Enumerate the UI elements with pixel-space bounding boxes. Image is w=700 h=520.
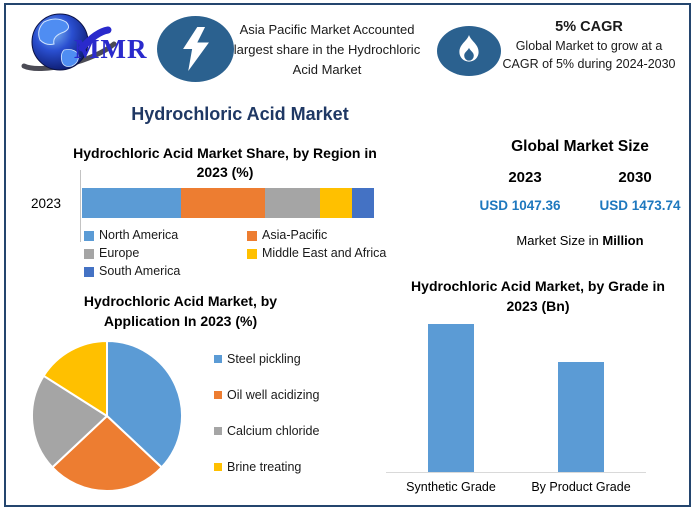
legend-item-oil-well-acidizing: Oil well acidizing: [214, 388, 319, 402]
grade-bar-chart: [386, 320, 646, 473]
legend-swatch-oil-well-acidizing: [214, 391, 222, 399]
highlight1-line1: Asia Pacific Market Accounted: [239, 22, 415, 37]
grade-label-synthetic: Synthetic Grade: [406, 480, 496, 494]
market-size-caption: Market Size in Million: [470, 233, 690, 248]
application-chart-title: Hydrochloric Acid Market, by Application…: [28, 291, 333, 331]
region-stacked-bar: [82, 188, 374, 218]
cagr-value: 5% CAGR: [555, 19, 623, 35]
pie-slice-1: [51, 415, 163, 492]
legend-label-middle-east-africa: Middle East and Africa: [262, 246, 387, 260]
legend-label-south-america: South America: [99, 264, 181, 278]
legend-item-europe: Europe: [84, 245, 247, 262]
region-y-axis-line: [80, 170, 81, 242]
market-size-value-2023: USD 1047.36: [479, 198, 561, 213]
legend-item-middle-east-africa: Middle East and Africa: [247, 245, 390, 262]
region-bar-segment-4: [351, 188, 374, 218]
mmr-logo: MMR: [16, 8, 156, 78]
legend-swatch-asia-pacific: [247, 230, 257, 241]
legend-label-steel-pickling: Steel pickling: [227, 352, 301, 366]
market-size-years: 2023 2030: [470, 169, 690, 186]
legend-item-north-america: North America: [84, 227, 247, 244]
highlight1-line3: Acid Market: [292, 62, 362, 77]
market-size-values: USD 1047.36 USD 1473.74: [460, 198, 700, 213]
legend-item-calcium-chloride: Calcium chloride: [214, 424, 319, 438]
region-axis-label-2023: 2023: [31, 196, 62, 211]
region-title-line2: 2023 (%): [196, 164, 254, 180]
legend-swatch-steel-pickling: [214, 355, 222, 363]
market-size-value-2030: USD 1473.74: [599, 198, 681, 213]
cagr-line2: CAGR of 5% during 2024-2030: [502, 57, 676, 71]
legend-swatch-middle-east-africa: [247, 248, 257, 259]
highlight1-line2: largest share in the Hydrochloric: [233, 42, 421, 57]
flame-icon: [459, 35, 479, 62]
mmr-logo-text: MMR: [74, 34, 148, 64]
grade-chart-title: Hydrochloric Acid Market, by Grade in 20…: [388, 276, 688, 316]
pie-slice-2: [31, 374, 108, 469]
cagr-highlight-text: 5% CAGR Global Market to grow at a CAGR …: [490, 17, 688, 73]
legend-label-europe: Europe: [99, 246, 140, 260]
legend-swatch-brine-treating: [214, 463, 222, 471]
pie-slice-0: [106, 340, 183, 469]
page-title: Hydrochloric Acid Market: [131, 104, 349, 124]
legend-swatch-calcium-chloride: [214, 427, 222, 435]
legend-item-brine-treating: Brine treating: [214, 460, 319, 474]
legend-label-asia-pacific: Asia-Pacific: [262, 228, 328, 242]
pie-slice-3: [42, 340, 108, 417]
grade-label-byproduct: By Product Grade: [531, 480, 631, 494]
cagr-line1: Global Market to grow at a: [515, 39, 663, 53]
legend-label-north-america: North America: [99, 228, 179, 242]
legend-swatch-europe: [84, 248, 94, 259]
region-bar-segment-1: [180, 188, 266, 218]
market-size-caption-bold: Million: [602, 233, 644, 248]
legend-item-steel-pickling: Steel pickling: [214, 352, 319, 366]
grade-title-line1: Hydrochloric Acid Market, by Grade in: [411, 278, 665, 294]
region-legend: North America Asia-Pacific Europe Middle…: [84, 227, 390, 280]
market-size-caption-regular: Market Size in: [516, 233, 603, 248]
legend-item-south-america: South America: [84, 263, 247, 280]
legend-label-brine-treating: Brine treating: [227, 460, 302, 474]
legend-item-asia-pacific: Asia-Pacific: [247, 227, 390, 244]
region-title-line1: Hydrochloric Acid Market Share, by Regio…: [73, 145, 377, 161]
region-chart-title: Hydrochloric Acid Market Share, by Regio…: [55, 144, 395, 182]
application-title-line1: Hydrochloric Acid Market, by: [83, 293, 278, 309]
application-legend: Steel pickling Oil well acidizing Calciu…: [214, 352, 319, 496]
legend-label-oil-well-acidizing: Oil well acidizing: [227, 388, 320, 402]
grade-title-line2: 2023 (Bn): [506, 298, 570, 314]
application-pie-chart: [31, 340, 183, 492]
application-title-line2: Application In 2023 (%): [103, 313, 258, 329]
asia-pacific-highlight-text: Asia Pacific Market Accounted largest sh…: [233, 20, 421, 80]
region-bar-segment-0: [82, 188, 181, 218]
highlight-icon-badge: [157, 16, 234, 82]
legend-swatch-south-america: [84, 266, 94, 277]
cagr-icon-badge: [437, 26, 501, 76]
lightning-icon: [182, 27, 209, 71]
market-size-year-2023: 2023: [508, 169, 542, 186]
grade-bar-0: [428, 324, 474, 472]
legend-swatch-north-america: [84, 230, 94, 241]
globe-icon: [21, 13, 117, 71]
region-bar-segment-2: [265, 188, 320, 218]
region-bar-segment-3: [319, 188, 352, 218]
legend-label-calcium-chloride: Calcium chloride: [227, 424, 320, 438]
market-size-title: Global Market Size: [511, 138, 649, 155]
market-size-year-2030: 2030: [618, 169, 652, 186]
grade-bar-1: [558, 362, 604, 472]
